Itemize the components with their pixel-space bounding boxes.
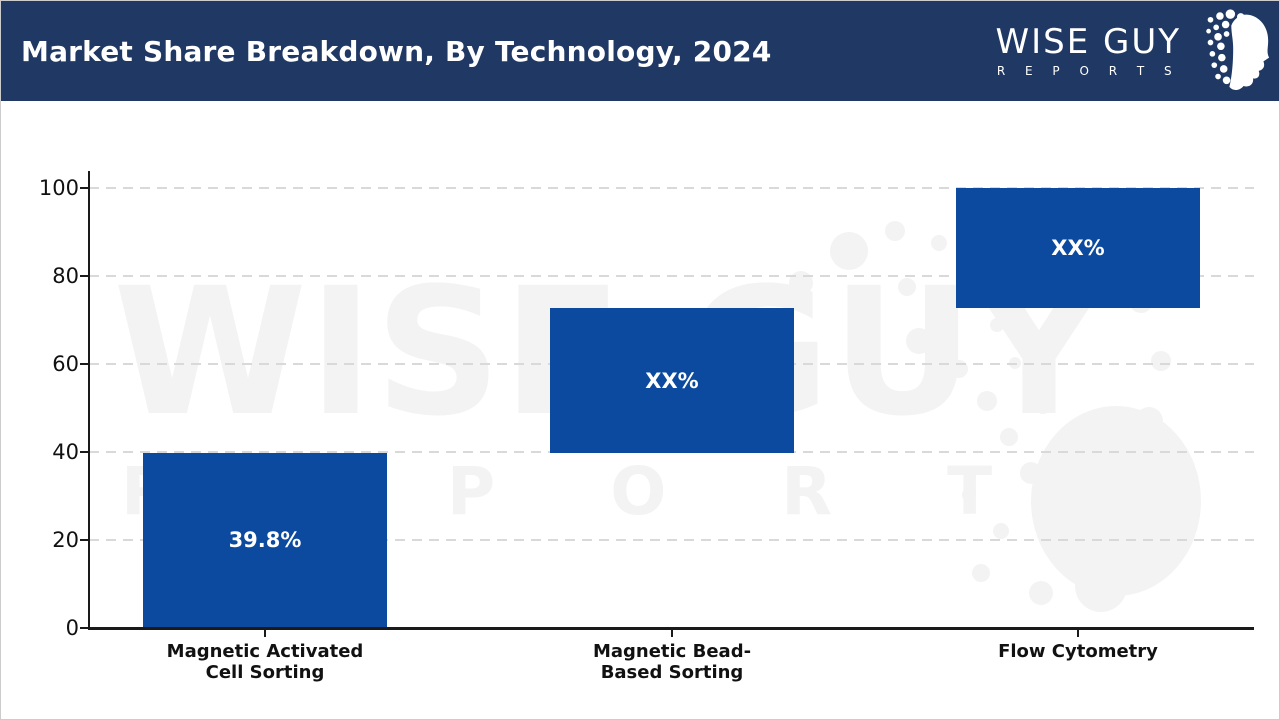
category-label-line: Magnetic Activated (166, 641, 364, 662)
y-tick-mark (80, 451, 88, 453)
bar-segment (550, 308, 794, 453)
logo-wordmark: WISE GUY (995, 21, 1181, 62)
y-tick-mark (80, 363, 88, 365)
category-label: Magnetic Bead- Based Sorting (502, 641, 842, 683)
wiseguy-logo: WISE GUY R E P O R T S (995, 8, 1271, 94)
wiseguy-head-icon (1206, 9, 1270, 91)
gridline (89, 187, 1254, 189)
category-label-line: Flow Cytometry (998, 641, 1158, 662)
category-label: Flow Cytometry (908, 641, 1248, 662)
y-tick-label: 0 (65, 616, 79, 640)
gridline (89, 275, 1254, 277)
logo-text: WISE GUY R E P O R T S (995, 25, 1181, 78)
category-label-line: Based Sorting (600, 662, 744, 683)
y-tick-label: 40 (52, 440, 79, 464)
y-tick-mark (80, 539, 88, 541)
logo-subtext: R E P O R T S (996, 63, 1180, 78)
bar-value-label: XX% (1051, 236, 1105, 261)
category-label: Magnetic Activated Cell Sorting (95, 641, 435, 683)
y-tick-mark (80, 627, 88, 629)
category-label-line: Magnetic Bead- (592, 641, 752, 662)
y-tick-mark (80, 275, 88, 277)
category-label-line: Cell Sorting (205, 662, 325, 683)
header: Market Share Breakdown, By Technology, 2… (1, 1, 1279, 101)
bar-value-label: 39.8% (228, 528, 302, 553)
x-tick-mark (264, 630, 266, 637)
bar-segment (143, 452, 387, 628)
y-tick-mark (80, 187, 88, 189)
y-tick-label: 60 (52, 352, 79, 376)
y-tick-label: 80 (52, 264, 79, 288)
gridline (89, 539, 1254, 541)
page-title: Market Share Breakdown, By Technology, 2… (21, 34, 772, 68)
x-tick-mark (671, 630, 673, 637)
y-tick-label: 100 (38, 176, 79, 200)
x-axis (88, 627, 1254, 630)
x-tick-mark (1077, 630, 1079, 637)
bar-segment (956, 188, 1200, 309)
y-axis (88, 171, 90, 629)
bar-value-label: XX% (645, 368, 699, 393)
y-tick-label: 20 (52, 528, 79, 552)
